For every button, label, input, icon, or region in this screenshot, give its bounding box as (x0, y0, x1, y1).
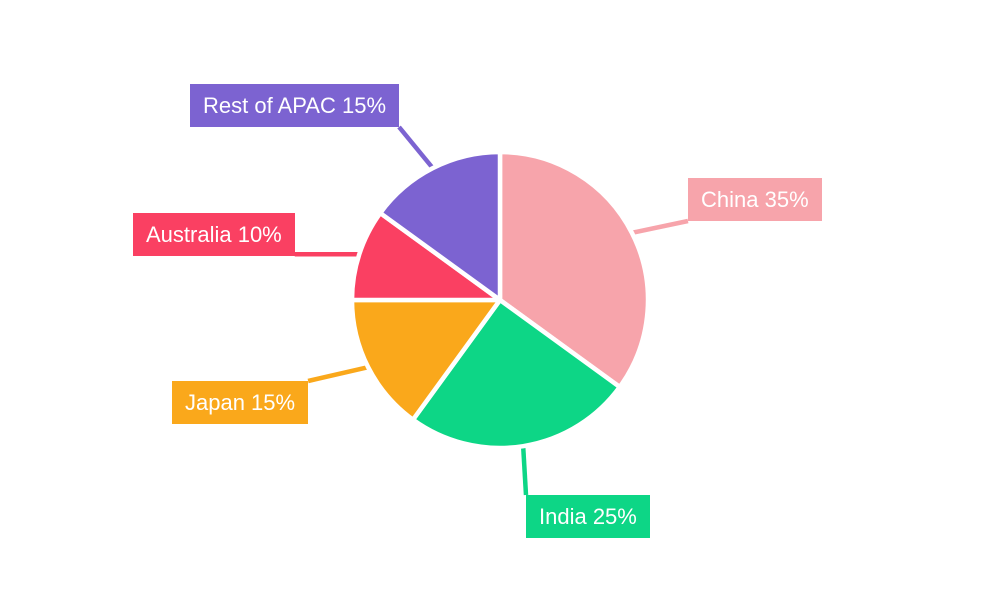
leader-line-china (631, 218, 689, 236)
pie-slice-china (497, 149, 651, 390)
leader-line-japan (307, 364, 369, 384)
pie-slice-rest-of-apac (378, 149, 503, 303)
pie-slice-india (410, 297, 622, 451)
pie-slice-japan (349, 297, 503, 422)
slice-label-australia: Australia 10% (133, 213, 295, 256)
leader-line-india (520, 446, 529, 496)
slice-label-china: China 35% (688, 178, 822, 221)
pie-slice-australia (349, 210, 503, 303)
slice-label-japan: Japan 15% (172, 381, 309, 424)
slice-label-india: India 25% (526, 495, 650, 538)
slice-label-rest-of-apac: Rest of APAC 15% (190, 84, 400, 127)
leader-line-rest-of-apac (397, 125, 435, 170)
